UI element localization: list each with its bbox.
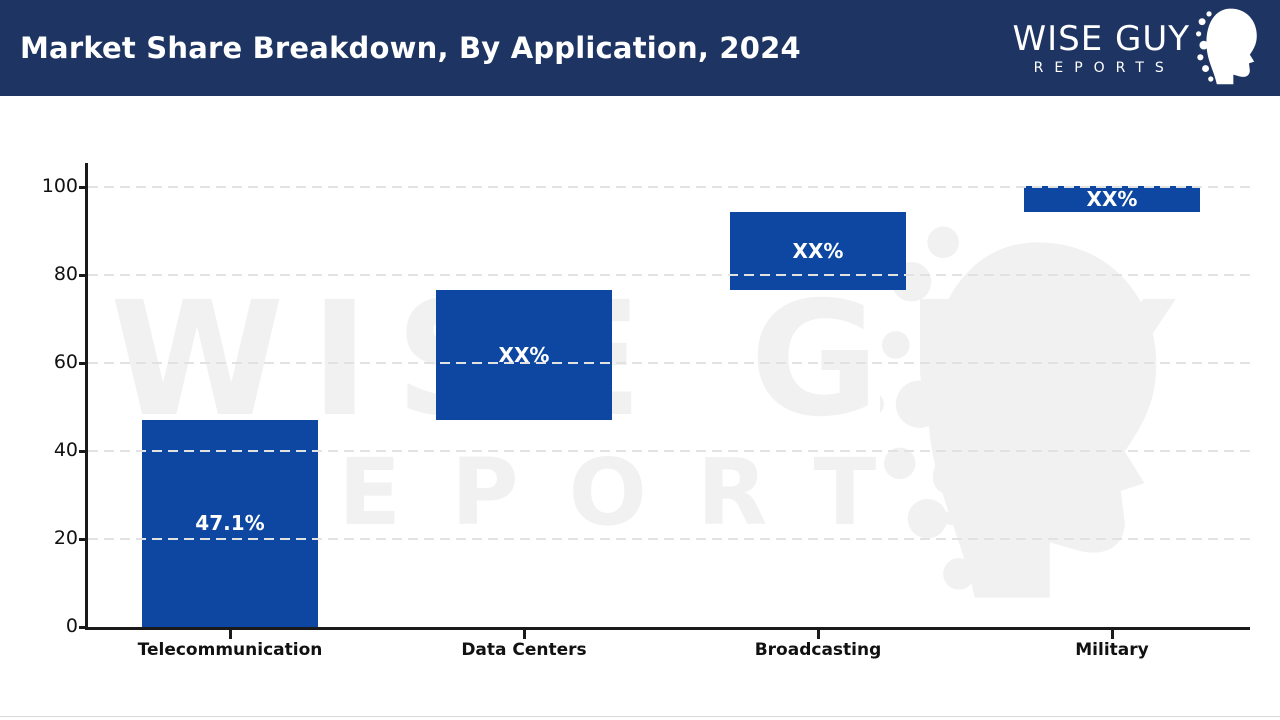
bar-telecommunication: 47.1% (142, 419, 318, 627)
bottom-border-line (0, 716, 1280, 717)
x-axis-spine (85, 627, 1250, 630)
y-axis-tick-label: 60 (53, 351, 78, 373)
brand-wordmark: WISE GUY REPORTS (1012, 22, 1190, 75)
watermark-line2: REPORTS (217, 439, 1043, 546)
gridline (88, 450, 1250, 452)
bar-data-centers: XX% (436, 289, 612, 420)
brand-sub: REPORTS (1033, 59, 1175, 76)
bar-value-label: XX% (1086, 187, 1138, 212)
brand-face-icon (1196, 5, 1262, 91)
x-category-label: Telecommunication (137, 640, 323, 660)
brand-name: WISE GUY (1012, 18, 1190, 59)
x-axis-tick (1110, 630, 1114, 639)
bar-value-label: XX% (792, 239, 844, 264)
gridline (88, 362, 1250, 364)
y-axis-tick (79, 185, 87, 189)
y-axis-tick-label: 40 (53, 439, 78, 461)
page-title: Market Share Breakdown, By Application, … (20, 31, 801, 65)
y-axis-tick-label: 20 (53, 527, 78, 549)
y-axis-spine (85, 163, 88, 630)
header-bar: Market Share Breakdown, By Application, … (0, 0, 1280, 96)
y-axis-tick (79, 361, 87, 365)
y-axis-tick (79, 449, 87, 453)
x-axis-tick (816, 630, 820, 639)
x-axis-tick (522, 630, 526, 639)
gridline (88, 274, 1250, 276)
y-axis-tick (79, 625, 87, 629)
y-axis-tick (79, 537, 87, 541)
bar-broadcasting: XX% (730, 212, 906, 290)
x-category-label: Broadcasting (754, 640, 882, 660)
y-axis-tick-label: 100 (41, 175, 78, 197)
x-category-label: Military (1075, 640, 1149, 660)
gridline (88, 186, 1250, 188)
gridline (88, 538, 1250, 540)
y-axis-tick (79, 273, 87, 277)
x-axis-tick (228, 630, 232, 639)
watermark-face-icon (860, 216, 1180, 620)
bar-military: XX% (1024, 186, 1200, 213)
bar-value-label: 47.1% (195, 511, 265, 536)
brand-logo: WISE GUY REPORTS (1012, 5, 1262, 91)
watermark: WISE GUY REPORTS (0, 96, 1280, 716)
y-axis-tick-label: 80 (53, 263, 78, 285)
y-axis-tick-label: 0 (65, 615, 78, 637)
x-category-label: Data Centers (461, 640, 587, 660)
